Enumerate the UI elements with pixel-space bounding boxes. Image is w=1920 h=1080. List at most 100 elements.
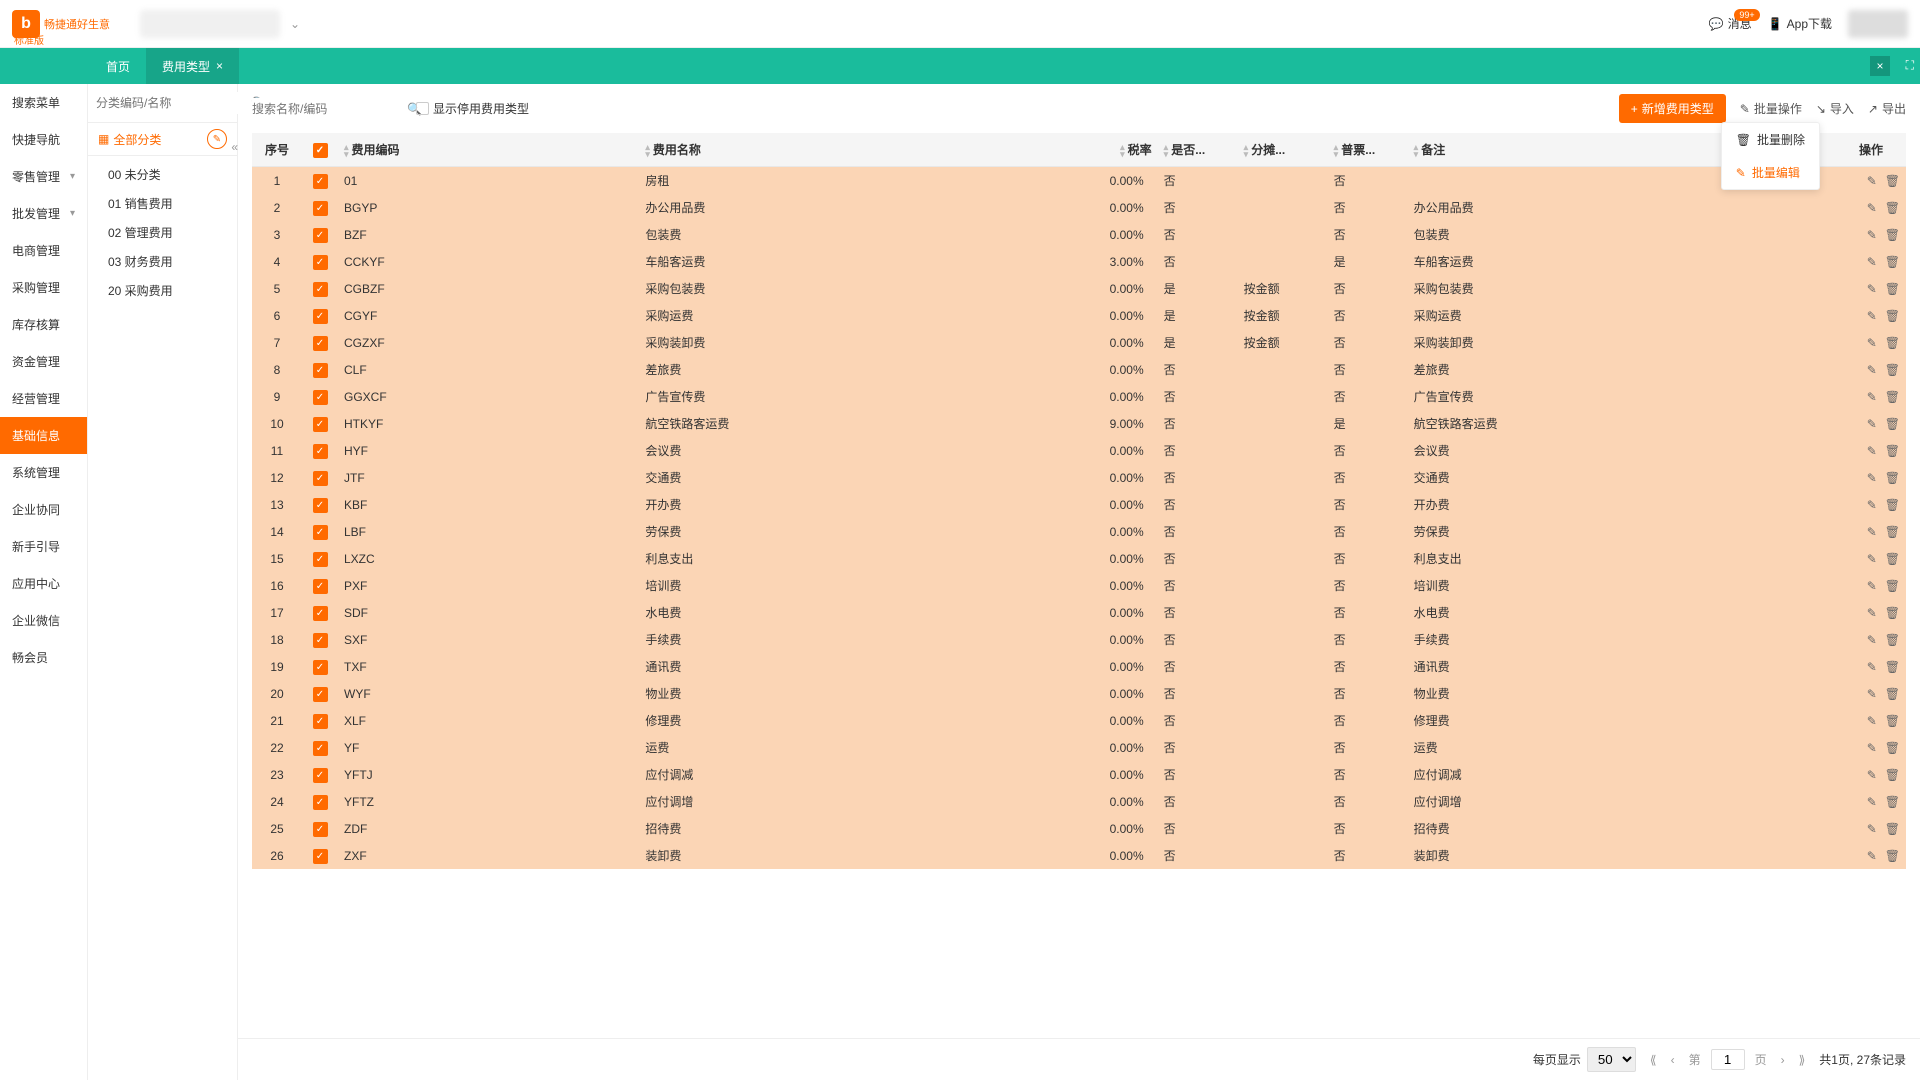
col-invoice[interactable]: ▴▾普票... (1328, 133, 1408, 167)
table-row[interactable]: 4✓CCKYF车船客运费3.00%否是车船客运费✎🗑 (252, 248, 1906, 275)
table-row[interactable]: 19✓TXF通讯费0.00%否否通讯费✎🗑 (252, 653, 1906, 680)
cell-checkbox[interactable]: ✓ (302, 680, 338, 707)
sidebar-item[interactable]: 资金管理 (0, 343, 87, 380)
next-page-icon[interactable]: › (1777, 1051, 1789, 1069)
col-name[interactable]: ▴▾费用名称 (639, 133, 1067, 167)
search-input[interactable] (252, 98, 407, 120)
cell-checkbox[interactable]: ✓ (302, 275, 338, 302)
table-row[interactable]: 8✓CLF差旅费0.00%否否差旅费✎🗑 (252, 356, 1906, 383)
app-download-button[interactable]: 📱 App下载 (1768, 15, 1832, 32)
sidebar-item[interactable]: 基础信息 (0, 417, 87, 454)
cell-checkbox[interactable]: ✓ (302, 248, 338, 275)
edit-row-icon[interactable]: ✎ (1867, 174, 1877, 188)
edit-row-icon[interactable]: ✎ (1867, 228, 1877, 242)
cell-checkbox[interactable]: ✓ (302, 761, 338, 788)
sidebar-item[interactable]: 搜索菜单 (0, 84, 87, 121)
sidebar-item[interactable]: 零售管理▾ (0, 158, 87, 195)
cell-checkbox[interactable]: ✓ (302, 329, 338, 356)
cell-checkbox[interactable]: ✓ (302, 545, 338, 572)
sidebar-item[interactable]: 畅会员 (0, 639, 87, 676)
edit-row-icon[interactable]: ✎ (1867, 579, 1877, 593)
delete-row-icon[interactable]: 🗑 (1885, 768, 1900, 782)
cell-checkbox[interactable]: ✓ (302, 734, 338, 761)
delete-row-icon[interactable]: 🗑 (1885, 444, 1900, 458)
cell-checkbox[interactable]: ✓ (302, 464, 338, 491)
table-row[interactable]: 14✓LBF劳保费0.00%否否劳保费✎🗑 (252, 518, 1906, 545)
table-row[interactable]: 6✓CGYF采购运费0.00%是按金额否采购运费✎🗑 (252, 302, 1906, 329)
cell-checkbox[interactable]: ✓ (302, 572, 338, 599)
table-row[interactable]: 25✓ZDF招待费0.00%否否招待费✎🗑 (252, 815, 1906, 842)
table-row[interactable]: 1✓01房租0.00%否否✎🗑 (252, 167, 1906, 195)
edit-row-icon[interactable]: ✎ (1867, 687, 1877, 701)
sidebar-item[interactable]: 系统管理 (0, 454, 87, 491)
delete-row-icon[interactable]: 🗑 (1885, 633, 1900, 647)
cell-checkbox[interactable]: ✓ (302, 707, 338, 734)
delete-row-icon[interactable]: 🗑 (1885, 255, 1900, 269)
table-row[interactable]: 24✓YFTZ应付调增0.00%否否应付调增✎🗑 (252, 788, 1906, 815)
delete-row-icon[interactable]: 🗑 (1885, 795, 1900, 809)
table-row[interactable]: 10✓HTKYF航空铁路客运费9.00%否是航空铁路客运费✎🗑 (252, 410, 1906, 437)
batch-delete-item[interactable]: 🗑 批量删除 (1722, 123, 1819, 156)
batch-ops-button[interactable]: ✎ 批量操作 (1740, 100, 1802, 117)
delete-row-icon[interactable]: 🗑 (1885, 228, 1900, 242)
close-icon[interactable]: × (216, 59, 223, 73)
edit-row-icon[interactable]: ✎ (1867, 336, 1877, 350)
table-row[interactable]: 3✓BZF包装费0.00%否否包装费✎🗑 (252, 221, 1906, 248)
sidebar-item[interactable]: 经营管理 (0, 380, 87, 417)
import-button[interactable]: ↘ 导入 (1816, 100, 1854, 117)
table-row[interactable]: 20✓WYF物业费0.00%否否物业费✎🗑 (252, 680, 1906, 707)
table-row[interactable]: 5✓CGBZF采购包装费0.00%是按金额否采购包装费✎🗑 (252, 275, 1906, 302)
last-page-icon[interactable]: ⟫ (1795, 1051, 1810, 1069)
delete-row-icon[interactable]: 🗑 (1885, 498, 1900, 512)
edit-row-icon[interactable]: ✎ (1867, 444, 1877, 458)
delete-row-icon[interactable]: 🗑 (1885, 336, 1900, 350)
delete-row-icon[interactable]: 🗑 (1885, 552, 1900, 566)
cell-checkbox[interactable]: ✓ (302, 437, 338, 464)
table-row[interactable]: 23✓YFTJ应付调减0.00%否否应付调减✎🗑 (252, 761, 1906, 788)
edit-row-icon[interactable]: ✎ (1867, 498, 1877, 512)
delete-row-icon[interactable]: 🗑 (1885, 849, 1900, 863)
tree-item[interactable]: 20 采购费用 (88, 276, 237, 305)
org-selector[interactable] (140, 10, 280, 38)
table-row[interactable]: 26✓ZXF装卸费0.00%否否装卸费✎🗑 (252, 842, 1906, 869)
table-row[interactable]: 21✓XLF修理费0.00%否否修理费✎🗑 (252, 707, 1906, 734)
edit-row-icon[interactable]: ✎ (1867, 822, 1877, 836)
sidebar-item[interactable]: 新手引导 (0, 528, 87, 565)
cell-checkbox[interactable]: ✓ (302, 302, 338, 329)
sidebar-item[interactable]: 批发管理▾ (0, 195, 87, 232)
edit-row-icon[interactable]: ✎ (1867, 390, 1877, 404)
chevron-down-icon[interactable]: ⌄ (290, 17, 300, 31)
edit-row-icon[interactable]: ✎ (1867, 633, 1877, 647)
table-row[interactable]: 11✓HYF会议费0.00%否否会议费✎🗑 (252, 437, 1906, 464)
edit-row-icon[interactable]: ✎ (1867, 795, 1877, 809)
delete-row-icon[interactable]: 🗑 (1885, 822, 1900, 836)
edit-row-icon[interactable]: ✎ (1867, 363, 1877, 377)
first-page-icon[interactable]: ⟪ (1646, 1051, 1661, 1069)
add-fee-type-button[interactable]: + 新增费用类型 (1619, 94, 1726, 123)
delete-row-icon[interactable]: 🗑 (1885, 363, 1900, 377)
col-flag1[interactable]: ▴▾是否... (1158, 133, 1238, 167)
cell-checkbox[interactable]: ✓ (302, 356, 338, 383)
tree-item[interactable]: 02 管理费用 (88, 218, 237, 247)
tab-home[interactable]: 首页 (90, 48, 146, 84)
delete-row-icon[interactable]: 🗑 (1885, 471, 1900, 485)
edit-row-icon[interactable]: ✎ (1867, 606, 1877, 620)
fullscreen-icon[interactable]: ⛶ (1906, 58, 1914, 73)
sidebar-item[interactable]: 快捷导航 (0, 121, 87, 158)
category-search-input[interactable] (96, 92, 251, 114)
table-wrap[interactable]: 序号 ✓ ▴▾费用编码 ▴▾费用名称 ▴▾税率 ▴▾是否... ▴▾分摊... … (238, 133, 1920, 1038)
table-row[interactable]: 16✓PXF培训费0.00%否否培训费✎🗑 (252, 572, 1906, 599)
prev-page-icon[interactable]: ‹ (1667, 1051, 1679, 1069)
cell-checkbox[interactable]: ✓ (302, 788, 338, 815)
delete-row-icon[interactable]: 🗑 (1885, 417, 1900, 431)
cell-checkbox[interactable]: ✓ (302, 815, 338, 842)
col-select-all[interactable]: ✓ (302, 133, 338, 167)
sidebar-item[interactable]: 企业协同 (0, 491, 87, 528)
table-row[interactable]: 9✓GGXCF广告宣传费0.00%否否广告宣传费✎🗑 (252, 383, 1906, 410)
export-button[interactable]: ↗ 导出 (1868, 100, 1906, 117)
table-row[interactable]: 17✓SDF水电费0.00%否否水电费✎🗑 (252, 599, 1906, 626)
cell-checkbox[interactable]: ✓ (302, 194, 338, 221)
edit-row-icon[interactable]: ✎ (1867, 309, 1877, 323)
table-row[interactable]: 15✓LXZC利息支出0.00%否否利息支出✎🗑 (252, 545, 1906, 572)
delete-row-icon[interactable]: 🗑 (1885, 687, 1900, 701)
